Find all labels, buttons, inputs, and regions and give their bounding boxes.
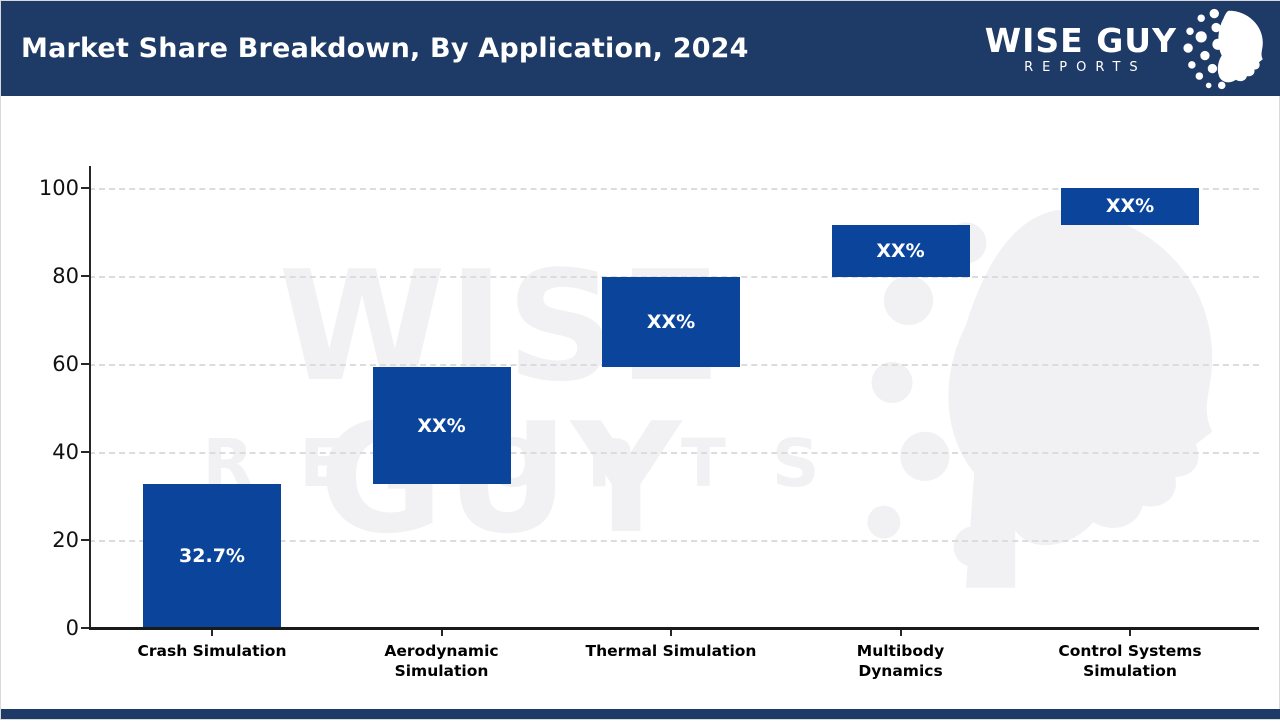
- y-axis-tick-label: 20: [52, 528, 79, 552]
- x-axis-category-label: Crash Simulation: [137, 642, 287, 660]
- gridline: [89, 188, 1259, 190]
- y-axis-tick-label: 60: [52, 352, 79, 376]
- y-axis-tick: [81, 275, 89, 277]
- y-axis-tick: [81, 539, 89, 541]
- x-axis-line: [89, 627, 1259, 630]
- footer-bar: [1, 709, 1280, 719]
- bar-value-label: XX%: [876, 239, 925, 262]
- x-axis-tick: [440, 628, 443, 636]
- y-axis-tick: [81, 627, 89, 629]
- logo-wiseguy-label: WISE GUY: [984, 20, 1177, 60]
- x-axis-category-label: Thermal Simulation: [585, 642, 757, 660]
- logo-reports-label: REPORTS: [1024, 59, 1147, 75]
- y-axis-tick-label: 100: [38, 176, 79, 200]
- x-axis-category-label: Multibody Dynamics: [856, 642, 945, 681]
- gridline: [89, 540, 1259, 542]
- bar-value-label: 32.7%: [179, 545, 245, 568]
- bar: 32.7%: [143, 484, 281, 628]
- bar-value-label: XX%: [417, 414, 466, 437]
- x-axis-tick: [899, 628, 902, 636]
- x-axis-tick: [211, 628, 213, 636]
- header-bar: Market Share Breakdown, By Application, …: [1, 1, 1280, 96]
- page-title: Market Share Breakdown, By Application, …: [21, 33, 749, 64]
- y-axis-line: [89, 166, 91, 628]
- logo-text: WISE GUY REPORTS: [985, 24, 1177, 74]
- x-axis-tick: [670, 628, 672, 636]
- x-axis-tick: [1129, 628, 1131, 636]
- y-axis-tick-label: 0: [65, 616, 79, 640]
- logo: WISE GUY REPORTS: [985, 7, 1280, 91]
- bar: XX%: [831, 224, 970, 277]
- y-axis-tick: [81, 187, 89, 189]
- bar: XX%: [372, 367, 511, 485]
- y-axis-tick: [81, 363, 89, 365]
- watermark-reports-text: REPORTS: [202, 425, 866, 502]
- y-axis-tick-label: 80: [52, 264, 79, 288]
- bar: XX%: [602, 276, 740, 368]
- bar-value-label: XX%: [1105, 195, 1155, 218]
- bar: XX%: [1061, 188, 1199, 225]
- logo-head-icon: [1183, 8, 1263, 89]
- x-axis-category-label: Control Systems Simulation: [1058, 642, 1202, 681]
- y-axis-tick: [81, 451, 89, 453]
- y-axis-tick-label: 40: [52, 440, 79, 464]
- x-axis-category-label: Aerodynamic Simulation: [384, 642, 499, 681]
- bar-value-label: XX%: [646, 310, 696, 333]
- gridline: [89, 452, 1259, 454]
